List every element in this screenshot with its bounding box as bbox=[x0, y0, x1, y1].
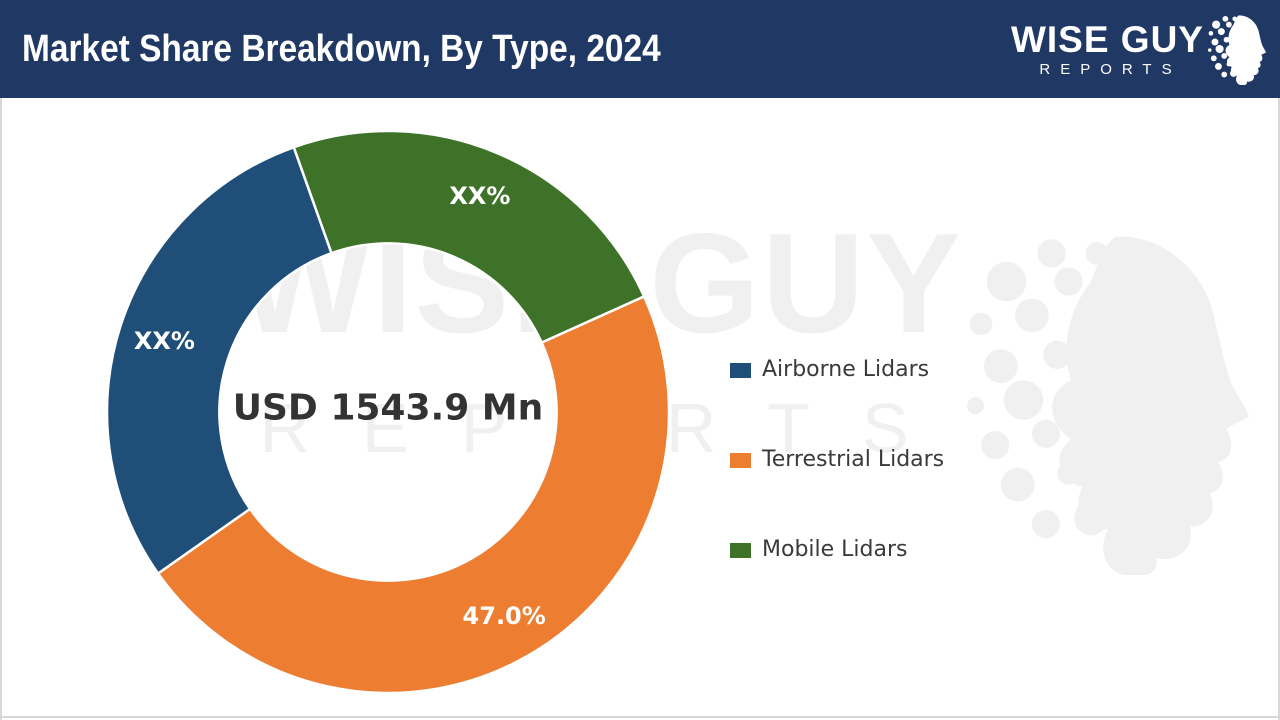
chart-area: WISE GUY REPORTS XX%47.0%XX% USD 1543.9 … bbox=[0, 98, 1280, 720]
logo-wordmark: WISE GUY bbox=[1010, 19, 1204, 60]
donut-center-value: USD 1543.9 Mn bbox=[232, 387, 544, 429]
legend: Airborne Lidars Terrestrial Lidars Mobile … bbox=[730, 355, 944, 565]
legend-label-terrestrial-lidars: Terrestrial Lidars bbox=[762, 447, 945, 472]
legend-label-mobile-lidars: Mobile Lidars bbox=[762, 537, 908, 562]
legend-swatch-terrestrial-lidars bbox=[730, 452, 751, 468]
page-title: Market Share Breakdown, By Type, 2024 bbox=[22, 27, 661, 70]
legend-label-airborne-lidars: Airborne Lidars bbox=[762, 357, 930, 382]
legend-item-terrestrial-lidars: Terrestrial Lidars bbox=[730, 445, 944, 475]
logo-subtext: REPORTS bbox=[1039, 61, 1182, 78]
legend-item-mobile-lidars: Mobile Lidars bbox=[730, 535, 944, 565]
bottom-border-rule bbox=[0, 716, 1280, 718]
header-bar: Market Share Breakdown, By Type, 2024 WI… bbox=[0, 0, 1280, 98]
wiseguy-face-icon bbox=[1208, 13, 1266, 85]
wiseguy-logo: WISE GUY REPORTS bbox=[1011, 13, 1266, 85]
donut-segment-terrestrial-lidars bbox=[156, 295, 671, 695]
legend-swatch-mobile-lidars bbox=[730, 542, 751, 558]
donut-segment-airborne-lidars bbox=[105, 146, 333, 575]
logo-text: WISE GUY REPORTS bbox=[1011, 21, 1204, 77]
donut-segment-mobile-lidars bbox=[292, 129, 646, 344]
donut-chart bbox=[105, 129, 671, 695]
legend-item-airborne-lidars: Airborne Lidars bbox=[730, 355, 944, 385]
legend-swatch-airborne-lidars bbox=[730, 362, 751, 378]
